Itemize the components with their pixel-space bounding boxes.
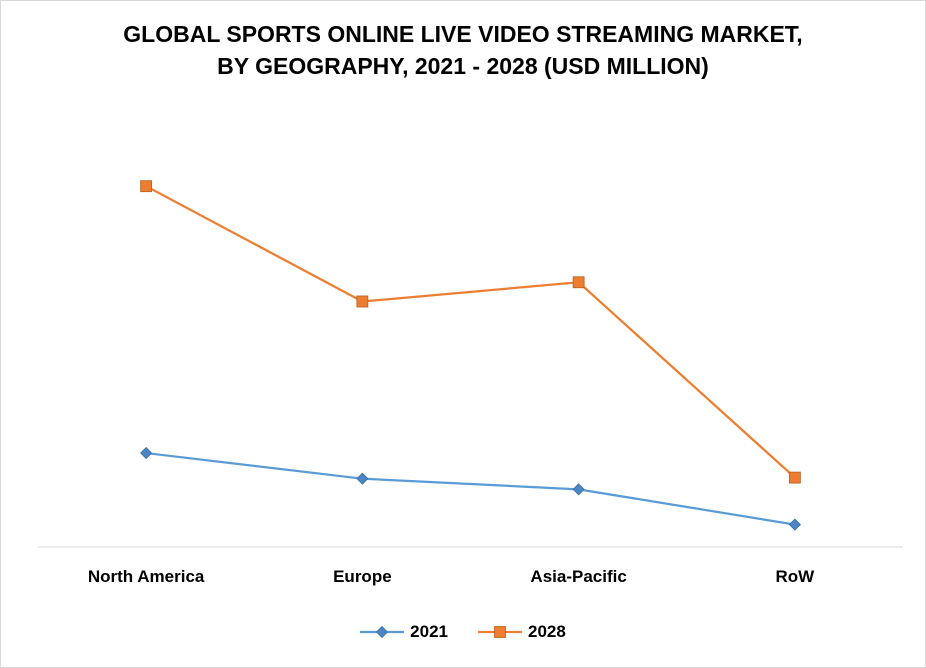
- legend-item-2021: 2021: [360, 622, 448, 642]
- series-2028: [140, 180, 801, 484]
- data-point-2028-3: [788, 471, 801, 484]
- chart-title-line-2: BY GEOGRAPHY, 2021 - 2028 (USD MILLION): [217, 53, 709, 79]
- legend-swatch-2028: [478, 626, 522, 638]
- legend: 2021 2028: [0, 622, 926, 642]
- series-2021: [140, 446, 801, 531]
- legend-label-2021: 2021: [410, 622, 448, 641]
- data-point-2021-3: [788, 518, 801, 531]
- series-line-2028: [145, 185, 796, 479]
- x-tick-label: Europe: [333, 567, 392, 586]
- chart-title: GLOBAL SPORTS ONLINE LIVE VIDEO STREAMIN…: [0, 18, 926, 82]
- x-tick-label: Asia-Pacific: [530, 567, 626, 586]
- legend-swatch-2021: [360, 625, 405, 639]
- data-point-2028-0: [140, 180, 153, 193]
- series-layer: [140, 180, 801, 531]
- x-tick-label: RoW: [776, 567, 816, 586]
- data-point-2021-1: [356, 472, 369, 485]
- data-point-2028-2: [572, 276, 585, 289]
- category-labels: North America Europe Asia-Pacific RoW: [88, 567, 815, 586]
- chart-title-line-1: GLOBAL SPORTS ONLINE LIVE VIDEO STREAMIN…: [123, 21, 803, 47]
- data-point-2028-1: [356, 295, 369, 308]
- x-tick-label: North America: [88, 567, 205, 586]
- data-point-2021-0: [140, 446, 153, 460]
- series-line-2021: [145, 451, 796, 526]
- legend-label-2028: 2028: [528, 622, 566, 641]
- data-point-2021-2: [572, 483, 585, 496]
- legend-item-2028: 2028: [478, 622, 566, 642]
